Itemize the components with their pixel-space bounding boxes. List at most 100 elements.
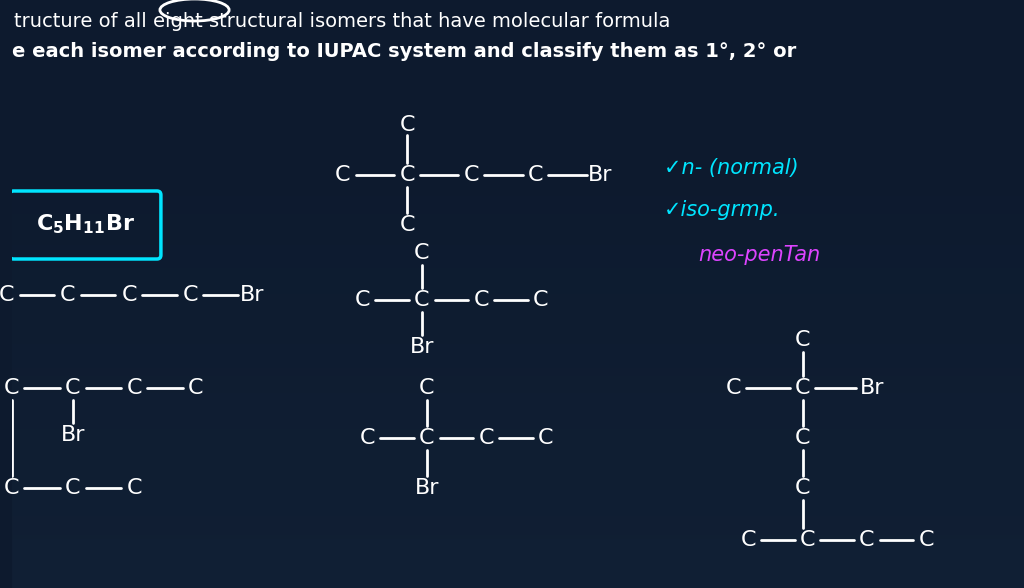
Bar bbox=[11, 431, 1024, 432]
Bar bbox=[11, 56, 1024, 57]
Bar bbox=[11, 493, 1024, 494]
Bar bbox=[11, 288, 1024, 289]
Bar bbox=[11, 109, 1024, 110]
Bar bbox=[11, 93, 1024, 94]
Bar bbox=[11, 396, 1024, 397]
Bar bbox=[11, 9, 1024, 10]
Text: ✓n- (normal): ✓n- (normal) bbox=[665, 158, 799, 178]
Bar bbox=[11, 543, 1024, 544]
Text: C: C bbox=[335, 165, 350, 185]
Bar bbox=[11, 363, 1024, 364]
Bar bbox=[11, 225, 1024, 226]
Bar bbox=[11, 293, 1024, 294]
Bar bbox=[11, 262, 1024, 263]
Bar bbox=[11, 172, 1024, 173]
Text: C: C bbox=[4, 478, 19, 498]
Bar bbox=[11, 3, 1024, 4]
Bar bbox=[11, 177, 1024, 178]
Bar bbox=[11, 463, 1024, 464]
Bar bbox=[11, 231, 1024, 232]
Bar bbox=[11, 291, 1024, 292]
Bar bbox=[11, 195, 1024, 196]
Bar bbox=[11, 579, 1024, 580]
Bar bbox=[11, 69, 1024, 70]
Bar bbox=[11, 147, 1024, 148]
Bar bbox=[11, 565, 1024, 566]
Bar bbox=[11, 508, 1024, 509]
Bar bbox=[11, 85, 1024, 86]
Bar bbox=[11, 112, 1024, 113]
Bar bbox=[11, 418, 1024, 419]
Bar bbox=[11, 412, 1024, 413]
Bar bbox=[11, 449, 1024, 450]
Bar bbox=[11, 217, 1024, 218]
Bar bbox=[11, 82, 1024, 83]
Bar bbox=[11, 115, 1024, 116]
Bar bbox=[11, 406, 1024, 407]
Bar bbox=[11, 292, 1024, 293]
Bar bbox=[11, 136, 1024, 137]
Bar bbox=[11, 398, 1024, 399]
Bar bbox=[11, 185, 1024, 186]
Text: C: C bbox=[859, 530, 874, 550]
Bar bbox=[11, 437, 1024, 438]
Bar bbox=[11, 198, 1024, 199]
Bar bbox=[11, 349, 1024, 350]
Bar bbox=[11, 160, 1024, 161]
Bar bbox=[11, 267, 1024, 268]
Bar bbox=[11, 34, 1024, 35]
Bar bbox=[11, 143, 1024, 144]
Bar bbox=[11, 268, 1024, 269]
Bar bbox=[11, 399, 1024, 400]
Bar bbox=[11, 221, 1024, 222]
Bar bbox=[11, 16, 1024, 17]
Bar bbox=[11, 570, 1024, 571]
Bar bbox=[11, 25, 1024, 26]
Bar bbox=[11, 529, 1024, 530]
Bar bbox=[11, 458, 1024, 459]
Bar bbox=[11, 206, 1024, 207]
Bar bbox=[11, 395, 1024, 396]
Bar bbox=[11, 285, 1024, 286]
Bar bbox=[11, 544, 1024, 545]
Bar bbox=[11, 367, 1024, 368]
Bar bbox=[11, 429, 1024, 430]
Bar bbox=[11, 254, 1024, 255]
Bar bbox=[11, 472, 1024, 473]
Bar bbox=[11, 15, 1024, 16]
Bar bbox=[11, 575, 1024, 576]
Bar bbox=[11, 317, 1024, 318]
Bar bbox=[11, 330, 1024, 331]
Bar bbox=[11, 546, 1024, 547]
Bar bbox=[11, 100, 1024, 101]
Bar bbox=[11, 5, 1024, 6]
Bar bbox=[11, 22, 1024, 23]
Bar bbox=[11, 563, 1024, 564]
Bar bbox=[11, 188, 1024, 189]
Bar bbox=[11, 388, 1024, 389]
Text: Br: Br bbox=[60, 425, 85, 445]
Bar bbox=[11, 494, 1024, 495]
Bar bbox=[11, 564, 1024, 565]
Bar bbox=[11, 167, 1024, 168]
Bar bbox=[11, 477, 1024, 478]
Bar bbox=[11, 511, 1024, 512]
Bar bbox=[11, 40, 1024, 41]
Bar bbox=[11, 548, 1024, 549]
Bar bbox=[11, 200, 1024, 201]
Bar bbox=[11, 174, 1024, 175]
Bar bbox=[11, 404, 1024, 405]
Bar bbox=[11, 448, 1024, 449]
Bar bbox=[11, 43, 1024, 44]
Text: C: C bbox=[355, 290, 371, 310]
Bar bbox=[11, 83, 1024, 84]
Bar bbox=[11, 360, 1024, 361]
Bar bbox=[11, 574, 1024, 575]
Bar bbox=[11, 302, 1024, 303]
Bar bbox=[11, 533, 1024, 534]
Bar bbox=[11, 287, 1024, 288]
Bar bbox=[11, 479, 1024, 480]
Bar bbox=[11, 374, 1024, 375]
Bar bbox=[11, 149, 1024, 150]
Bar bbox=[11, 180, 1024, 181]
